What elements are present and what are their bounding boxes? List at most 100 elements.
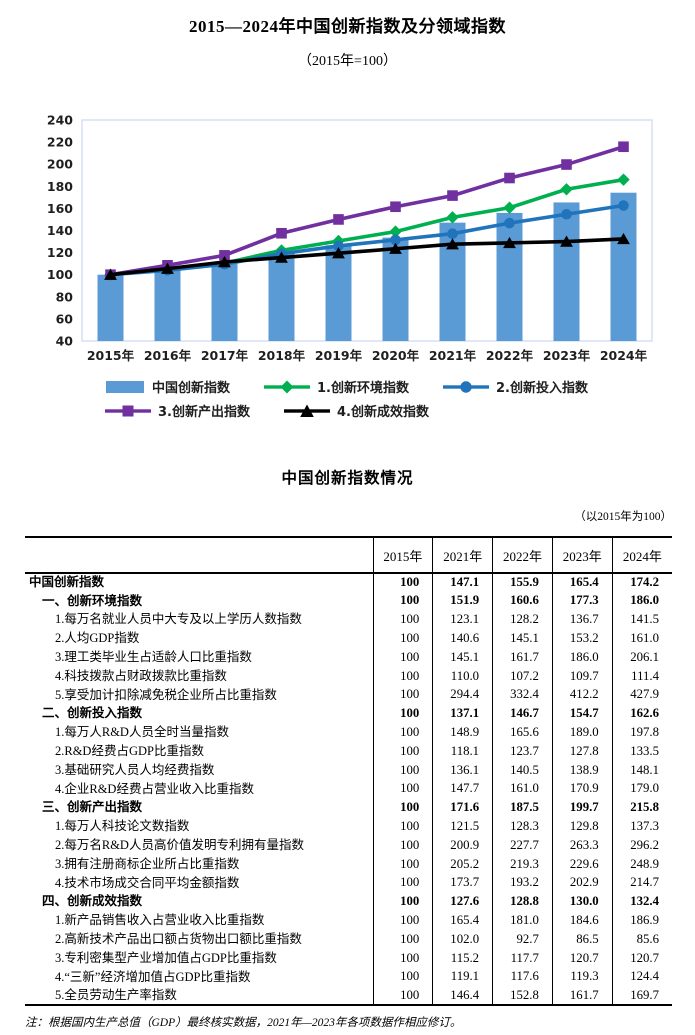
cell-value: 161.0 [492, 779, 553, 799]
legend-item-output: 3.创新产出指数 [105, 401, 250, 420]
page-title: 2015—2024年中国创新指数及分领域指数 [189, 17, 506, 36]
marker-square [447, 190, 458, 201]
table-row: 1.每万名就业人员中大专及以上学历人数指数 100 123.1 128.2 136.7 1… [25, 610, 672, 630]
cell-value: 118.1 [432, 742, 493, 761]
cell-value: 136.7 [551, 610, 613, 630]
cell-value: 151.9 [432, 591, 493, 611]
table-row: 1.新产品销售收入占营业收入比重指数 100 165.4 181.0 184.6 186.… [25, 911, 672, 931]
table-row: 1.每万人R&D人员全时当量指数 100 148.9 165.6 189.0 197.8 [25, 723, 672, 743]
cell-value: 100 [372, 704, 433, 724]
row-label: 一、创新环境指数 [42, 593, 143, 608]
column-header: 2021年 [432, 537, 493, 574]
cell-value: 197.8 [611, 723, 672, 743]
cell-value: 219.3 [492, 854, 553, 874]
y-axis-label: 240 [47, 113, 73, 128]
cell-value: 141.5 [611, 610, 672, 630]
legend-row: 中国创新指数 1.创新环境指数 2.创新投入指数 [105, 377, 665, 396]
cell-value: 128.2 [492, 610, 553, 630]
cell-value: 100 [372, 836, 433, 855]
cell-value: 130.0 [551, 892, 613, 912]
cell-value: 128.8 [492, 892, 553, 912]
x-axis-label: 2020年 [372, 348, 420, 363]
cell-value: 128.3 [492, 817, 553, 837]
table-base-note: （以2015年为100） [574, 511, 672, 523]
y-axis-label: 80 [56, 289, 74, 304]
cell-value: 165.4 [551, 573, 613, 592]
x-axis-label: 2016年 [144, 348, 192, 363]
y-axis-label: 120 [47, 245, 73, 260]
x-axis-label: 2019年 [315, 348, 363, 363]
cell-value: 100 [372, 967, 433, 987]
cell-value: 205.2 [432, 854, 493, 874]
marker-square [504, 172, 515, 184]
table-row: 5.享受加计扣除减免税企业所占比重指数 100 294.4 332.4 412.2 427… [25, 685, 672, 705]
x-axis-label: 2018年 [258, 348, 306, 363]
cell-value: 140.6 [432, 629, 493, 649]
row-label: 1.新产品销售收入占营业收入比重指数 [55, 913, 265, 928]
row-label: 4.企业R&D经费占营业收入比重指数 [55, 781, 254, 796]
cell-value: 136.1 [432, 760, 493, 780]
cell-value: 170.9 [551, 779, 613, 799]
cell-value: 193.2 [492, 873, 553, 893]
x-axis-label: 2021年 [429, 348, 477, 363]
cell-value: 100 [372, 854, 433, 874]
table-row: 3.拥有注册商标企业所占比重指数 100 205.2 219.3 229.6 248.9 [25, 854, 672, 874]
legend-item-china-index: 中国创新指数 [105, 377, 230, 396]
cell-value: 133.5 [611, 742, 672, 761]
cell-value: 152.8 [492, 986, 553, 1006]
bar [382, 237, 409, 341]
plot-border [81, 119, 653, 342]
cell-value: 187.5 [492, 798, 553, 818]
cell-value: 100 [372, 930, 433, 949]
cell-value: 145.1 [492, 629, 553, 649]
cell-value: 169.7 [611, 986, 672, 1006]
marker-triangle [104, 268, 117, 280]
line-series [110, 145, 625, 277]
marker-triangle [275, 251, 288, 263]
cell-value: 215.8 [611, 798, 672, 818]
row-label: 四、创新成效指数 [42, 894, 143, 909]
cell-value: 92.7 [492, 930, 553, 949]
cell-value: 100 [372, 798, 433, 818]
table-row: 1.每万人科技论文数指数 100 121.5 128.3 129.8 137.3 [25, 817, 672, 837]
row-label: 1.每万名就业人员中大专及以上学历人数指数 [55, 612, 302, 627]
cell-value: 147.1 [432, 573, 493, 592]
cell-value: 120.7 [611, 948, 672, 968]
cell-value: 162.6 [611, 704, 672, 724]
legend-row: 3.创新产出指数 4.创新成效指数 [105, 401, 665, 420]
cell-value: 138.9 [551, 760, 613, 780]
cell-value: 100 [372, 610, 433, 630]
table-row: 中国创新指数 100 147.1 155.9 165.4 174.2 [25, 573, 672, 592]
column-header: 2022年 [492, 537, 553, 574]
cell-value: 206.1 [611, 648, 672, 667]
cell-value: 173.7 [432, 873, 493, 893]
table-row: 2.高新技术产品出口额占货物出口额比重指数 100 102.0 92.7 86.5 85.… [25, 930, 672, 949]
cell-value: 124.4 [611, 967, 672, 987]
cell-value: 100 [372, 685, 433, 705]
page-subtitle: （2015年=100） [298, 54, 397, 69]
bar-swatch-icon [106, 380, 144, 393]
marker-triangle [446, 238, 459, 250]
y-axis-label: 100 [47, 267, 73, 282]
cell-value: 107.2 [492, 666, 553, 686]
y-axis-label: 180 [47, 179, 73, 194]
row-label: 2.高新技术产品出口额占货物出口额比重指数 [55, 931, 302, 946]
cell-value: 127.8 [551, 742, 613, 761]
cell-value: 263.3 [551, 836, 613, 855]
cell-value: 227.7 [492, 836, 553, 855]
cell-value: 140.5 [492, 760, 553, 780]
cell-value: 123.1 [432, 610, 493, 630]
legend-item-environment: 1.创新环境指数 [264, 377, 409, 396]
cell-value: 179.0 [611, 779, 672, 799]
bar [211, 262, 238, 341]
bar [496, 212, 523, 341]
cell-value: 184.6 [551, 911, 613, 931]
cell-value: 214.7 [611, 873, 672, 893]
marker-triangle [332, 247, 345, 259]
table-row: 4.企业R&D经费占营业收入比重指数 100 147.7 161.0 170.9 179.… [25, 779, 672, 799]
marker-diamond [446, 211, 459, 224]
cell-value: 160.6 [492, 591, 553, 611]
cell-value: 119.3 [551, 967, 613, 987]
cell-value: 86.5 [551, 930, 613, 949]
legend-label: 1.创新环境指数 [317, 381, 409, 396]
